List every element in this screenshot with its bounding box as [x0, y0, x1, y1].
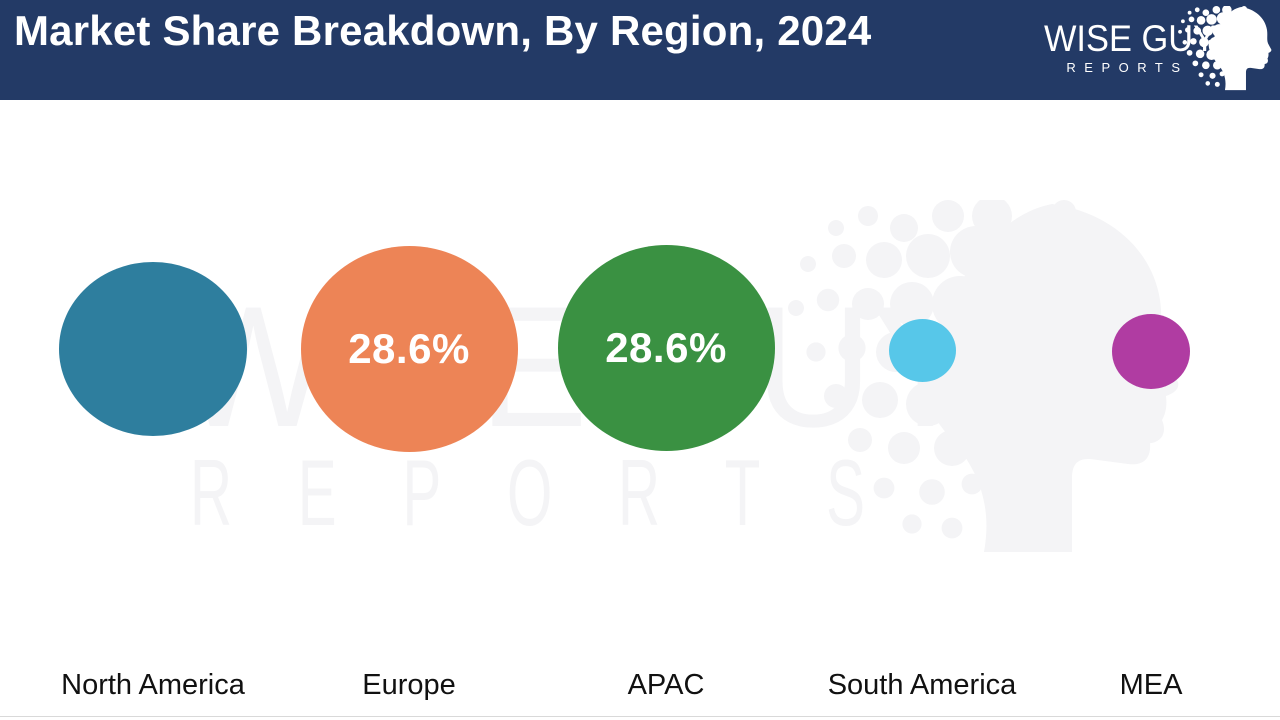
- bubble-europe: 28.6%: [300, 246, 518, 452]
- region-label-south-america: South America: [827, 669, 1017, 701]
- bubble-south-america: [888, 318, 956, 382]
- bottom-divider: [0, 716, 1280, 717]
- bubble-apac: 28.6%: [557, 245, 775, 451]
- logo-subtext: REPORTS: [1066, 60, 1189, 75]
- region-label-north-america: North America: [61, 669, 245, 701]
- bubble-mea: [1112, 313, 1190, 389]
- wise-guy-reports-logo: WISE GUY REPORTS: [1012, 0, 1272, 100]
- logo-head-icon: [1178, 6, 1272, 91]
- region-label-mea: MEA: [1119, 669, 1183, 701]
- chart-title: Market Share Breakdown, By Region, 2024: [14, 7, 872, 54]
- bubble-value-label: 28.6%: [605, 324, 727, 371]
- title-bar: Market Share Breakdown, By Region, 2024 …: [0, 0, 1280, 100]
- region-label-apac: APAC: [627, 669, 705, 701]
- bubble-value-label: 28.6%: [348, 325, 470, 372]
- bubble-north-america: [59, 262, 247, 436]
- region-label-europe: Europe: [362, 669, 456, 701]
